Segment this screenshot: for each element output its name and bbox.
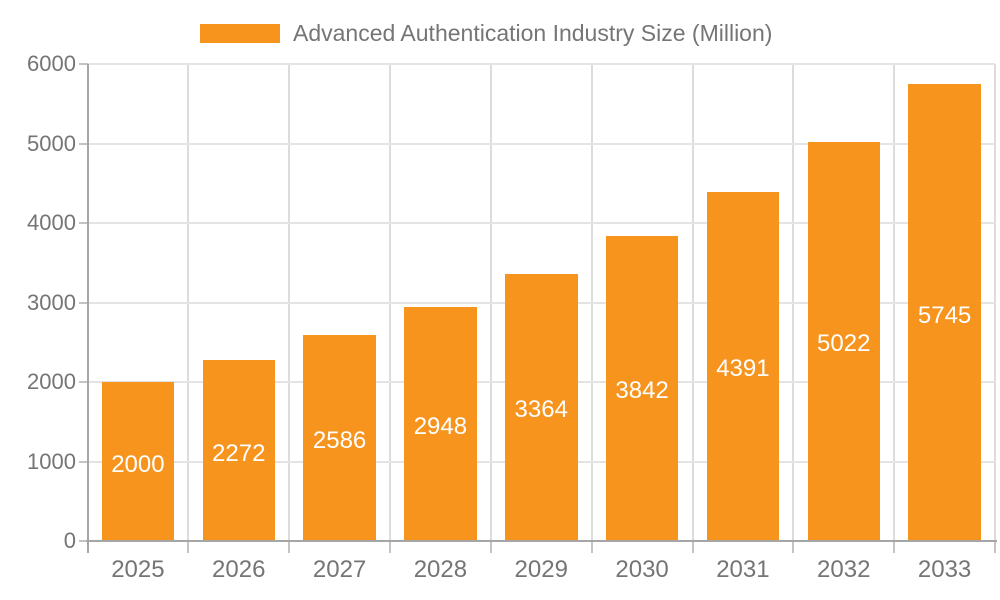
x-axis-tick: [792, 542, 795, 553]
x-axis-tick: [187, 542, 190, 553]
x-axis-tick-label: 2025: [111, 556, 165, 583]
x-axis-tick-label: 2028: [413, 556, 468, 583]
bar-value-label: 2000: [111, 450, 165, 478]
horizontal-gridline: [87, 222, 995, 224]
horizontal-gridline: [87, 63, 995, 65]
y-axis-tick: [78, 460, 88, 463]
legend-item[interactable]: Advanced Authentication Industry Size (M…: [200, 14, 772, 52]
bar[interactable]: 3364: [505, 273, 578, 541]
x-axis-tick: [691, 542, 694, 553]
y-axis-tick: [78, 381, 88, 383]
y-axis-tick-label: 6000: [27, 51, 76, 76]
x-axis-tick-label: 2031: [716, 556, 770, 583]
legend-label: Advanced Authentication Industry Size (M…: [293, 19, 773, 46]
horizontal-gridline: [87, 142, 995, 145]
x-axis-tick: [893, 542, 896, 553]
x-axis-tick: [389, 542, 391, 553]
bar-value-label: 3364: [514, 396, 568, 424]
bar[interactable]: 5745: [908, 84, 981, 541]
bar[interactable]: 5022: [807, 141, 880, 541]
x-axis-tick: [590, 542, 593, 553]
bar[interactable]: 3842: [605, 235, 679, 541]
y-axis-tick: [78, 222, 88, 224]
x-axis-tick: [288, 542, 291, 553]
x-axis-tick-label: 2029: [514, 556, 568, 583]
bar-value-label: 3842: [615, 377, 669, 405]
bar-value-label: 5745: [917, 301, 972, 329]
x-axis-tick-label: 2033: [917, 556, 972, 583]
x-axis-tick-label: 2030: [615, 556, 669, 583]
vertical-gridline: [994, 64, 996, 541]
legend-swatch: [200, 23, 280, 43]
x-axis-tick: [489, 542, 492, 553]
bar[interactable]: 2272: [202, 360, 275, 541]
bar-value-label: 2586: [312, 427, 367, 455]
y-axis-tick-label: 2000: [27, 369, 76, 394]
y-axis-tick-label: 0: [63, 528, 76, 553]
y-axis-tick-label: 3000: [27, 289, 76, 315]
x-axis-tick-label: 2027: [312, 556, 367, 583]
bar[interactable]: 4391: [706, 191, 780, 541]
x-axis-tick-label: 2032: [817, 556, 871, 583]
y-axis-tick: [78, 301, 88, 304]
bar[interactable]: 2948: [404, 306, 477, 541]
x-axis-line: [85, 540, 997, 542]
y-axis-tick: [78, 142, 88, 145]
bar-value-label: 5022: [817, 330, 871, 358]
bar-value-label: 2272: [212, 439, 266, 467]
bar[interactable]: 2586: [303, 335, 376, 541]
bar-value-label: 4391: [716, 355, 770, 383]
y-axis-line: [86, 64, 89, 553]
y-axis-tick-label: 4000: [27, 210, 76, 235]
bar-value-label: 2948: [413, 412, 468, 440]
y-axis-tick: [78, 63, 88, 65]
y-axis-tick-label: 1000: [27, 448, 76, 474]
x-axis-tick: [994, 542, 996, 553]
y-axis-tick: [78, 540, 88, 542]
y-axis-tick-label: 5000: [27, 130, 76, 156]
x-axis-tick-label: 2026: [212, 556, 266, 583]
bar[interactable]: 2000: [101, 382, 175, 541]
